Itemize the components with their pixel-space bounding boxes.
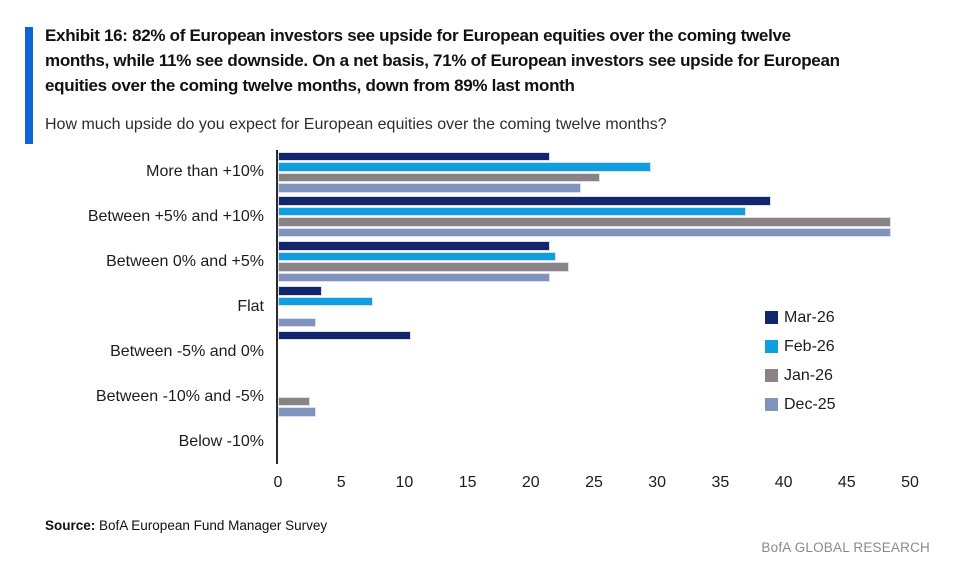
category-axis-labels: More than +10% Between +5% and +10% Betwee… (20, 150, 264, 464)
bar-feb-26-cat1 (278, 206, 746, 217)
bar-mar-26-cat1 (278, 196, 771, 206)
bar-feb-26-cat2 (278, 251, 557, 262)
legend-swatch-icon (765, 311, 778, 324)
legend-label: Feb-26 (784, 337, 835, 355)
bar-jan-26-cat1 (278, 217, 892, 227)
bar-dec-25-cat0 (278, 183, 582, 193)
legend-label: Mar-26 (784, 308, 835, 326)
bar-feb-26-cat0 (278, 162, 651, 172)
bar-mar-26-cat2 (278, 241, 550, 251)
legend: Mar-26 Feb-26 Jan-26 Dec-25 (765, 303, 836, 419)
x-tick-label: 30 (648, 474, 667, 491)
bar-mar-26-cat3 (278, 286, 323, 296)
x-tick-label: 5 (336, 474, 346, 491)
bar-jan-26-cat2 (278, 262, 569, 272)
chart-question: How much upside do you expect for Europe… (45, 116, 667, 133)
legend-swatch-icon (765, 340, 778, 353)
category-label: Between -10% and -5% (95, 387, 264, 405)
bar-dec-25-cat5 (278, 407, 316, 417)
exhibit-title-line-3: equities over the coming twelve months, … (45, 76, 575, 95)
x-tick-label: 35 (711, 474, 730, 491)
bar-jan-26-cat5 (278, 396, 310, 407)
x-tick-label: 40 (774, 474, 793, 491)
x-tick-label: 0 (273, 474, 283, 491)
title-accent-bar (25, 27, 33, 144)
exhibit-title-line-1: Exhibit 16: 82% of European investors se… (45, 26, 791, 45)
x-axis-tick-labels: 0 5 10 15 20 25 30 35 40 45 50 (274, 474, 919, 496)
source-label: Source: (45, 518, 96, 533)
y-axis-line (276, 150, 278, 464)
category-label: Between 0% and +5% (106, 253, 264, 271)
legend-swatch-icon (765, 398, 778, 411)
exhibit-title-line-2: months, while 11% see downside. On a net… (45, 51, 840, 70)
bar-dec-25-cat2 (278, 272, 550, 283)
bar-mar-26-cat4 (278, 330, 411, 341)
category-label: Between -5% and 0% (110, 342, 264, 360)
source-text: BofA European Fund Manager Survey (95, 518, 328, 533)
legend-item-dec-25: Dec-25 (765, 390, 836, 419)
x-tick-label: 10 (395, 474, 414, 491)
legend-label: Jan-26 (784, 366, 833, 384)
x-tick-label: 25 (585, 474, 603, 491)
bar-dec-25-cat3 (278, 317, 316, 328)
legend-swatch-icon (765, 369, 778, 382)
category-label: Between +5% and +10% (87, 208, 264, 226)
bar-dec-25-cat1 (278, 227, 892, 238)
x-tick-label: 50 (901, 474, 919, 491)
legend-item-jan-26: Jan-26 (765, 361, 836, 390)
category-label: Below -10% (178, 432, 264, 450)
legend-item-mar-26: Mar-26 (765, 303, 836, 332)
category-label: More than +10% (146, 163, 264, 181)
legend-item-feb-26: Feb-26 (765, 332, 836, 361)
x-tick-label: 20 (521, 474, 540, 491)
source-note: Source: BofA European Fund Manager Surve… (45, 518, 327, 533)
x-tick-label: 45 (837, 474, 856, 491)
plot-area (276, 150, 910, 464)
exhibit-title: Exhibit 16: 82% of European investors se… (45, 23, 945, 98)
bar-jan-26-cat0 (278, 172, 601, 182)
bar-mar-26-cat0 (278, 151, 550, 161)
x-tick-label: 15 (458, 474, 477, 491)
bar-feb-26-cat3 (278, 296, 373, 307)
legend-label: Dec-25 (784, 395, 836, 413)
category-label: Flat (237, 297, 264, 315)
bofa-global-research-label: BofA GLOBAL RESEARCH (761, 540, 930, 555)
